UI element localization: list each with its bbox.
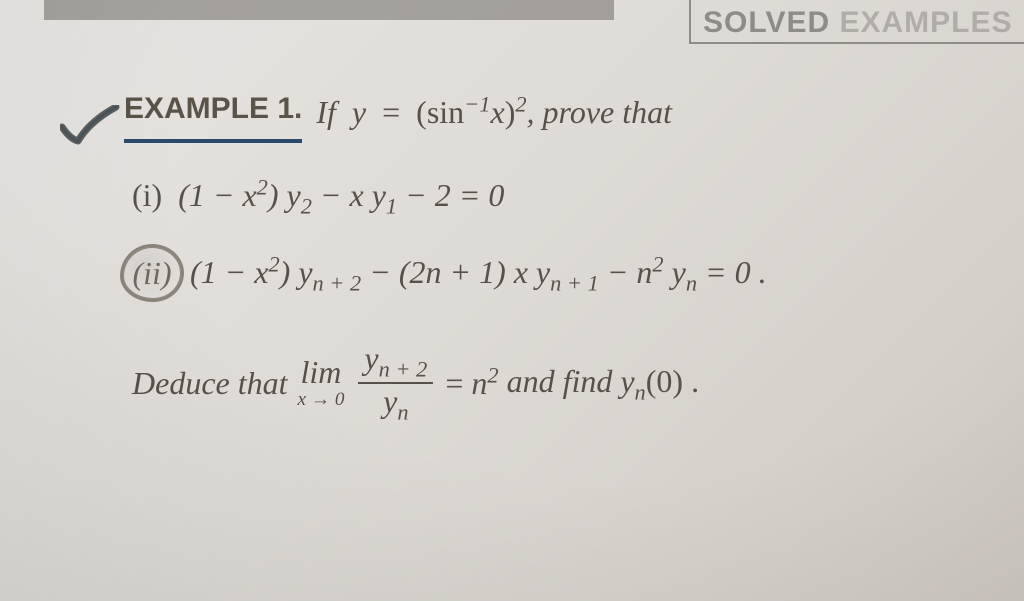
deduce-label: Deduce that	[132, 353, 288, 414]
and-find: and find y	[507, 363, 635, 399]
ii-d: y	[664, 254, 686, 290]
var-y: y	[352, 94, 366, 130]
lim-under: x → 0	[298, 390, 345, 409]
rparen: )	[505, 94, 516, 130]
deduce-equals: =	[445, 353, 463, 414]
num-y: y	[364, 340, 378, 376]
intro-if: If	[316, 94, 336, 130]
ii-pre: (1 − x	[190, 254, 268, 290]
i-mid2: − x y	[312, 177, 386, 213]
ii-tail: = 0 .	[697, 254, 767, 290]
i-expr-pre: (1 − x	[178, 177, 256, 213]
lim-x: x	[298, 389, 307, 410]
ii-a: ) y	[280, 254, 313, 290]
examples-label: EXAMPLES	[839, 6, 1012, 39]
var-x: x	[490, 94, 504, 130]
den-sub: n	[397, 399, 408, 424]
fraction: yn + 2 yn	[358, 341, 433, 425]
item-i-line: (i) (1 − x2) y2 − x y1 − 2 = 0	[132, 165, 984, 228]
page: SOLVED EXAMPLES EXAMPLE 1. If y = (sin−1…	[0, 0, 1024, 601]
exponent-neg1: −1	[464, 92, 490, 117]
find-sub-n: n	[635, 380, 646, 405]
deduce-n-sq: 2	[487, 362, 498, 387]
marker-i: (i)	[132, 177, 162, 213]
solved-examples-header: SOLVED EXAMPLES	[689, 0, 1024, 44]
ii-x-sq: 2	[268, 251, 279, 276]
fraction-num: yn + 2	[358, 341, 433, 382]
marker-ii: (ii)	[132, 243, 172, 304]
fn-sin: sin	[427, 94, 464, 130]
example-label: EXAMPLE 1.	[124, 80, 302, 143]
checkmark-icon	[60, 107, 116, 143]
ii-b: − (2n + 1) x y	[361, 254, 550, 290]
prove-that: , prove that	[527, 94, 672, 130]
i-tail: − 2 = 0	[397, 177, 504, 213]
solved-label: SOLVED	[703, 6, 830, 39]
i-sub-2: 2	[301, 193, 312, 218]
lparen: (	[416, 94, 427, 130]
i-x-sq: 2	[257, 174, 268, 199]
ii-sub-np2: n + 2	[313, 270, 362, 295]
limit-block: lim x → 0	[298, 356, 345, 409]
lim-word: lim	[301, 356, 342, 388]
i-mid1: ) y	[268, 177, 301, 213]
circled-marker-ii: (ii)	[119, 244, 184, 303]
lim-zero: 0	[335, 389, 345, 410]
deduce-n: n	[471, 365, 487, 401]
content-region: EXAMPLE 1. If y = (sin−1x)2, prove that …	[60, 80, 984, 425]
deduce-line: Deduce that lim x → 0 yn + 2 yn =	[132, 341, 984, 425]
num-sub: n + 2	[379, 356, 428, 381]
find-zero: (0) .	[646, 363, 699, 399]
i-sub-1: 1	[386, 193, 397, 218]
fraction-den: yn	[377, 384, 414, 425]
den-y: y	[383, 383, 397, 419]
ii-sub-np1: n + 1	[550, 270, 599, 295]
ii-sub-n: n	[686, 270, 697, 295]
lim-arrow: →	[311, 389, 330, 410]
equals-sign: =	[382, 94, 400, 130]
example-heading-line: EXAMPLE 1. If y = (sin−1x)2, prove that	[60, 80, 984, 143]
ii-c: − n	[599, 254, 653, 290]
item-ii-line: (ii) (1 − x2) yn + 2 − (2n + 1) x yn + 1…	[120, 242, 984, 305]
ii-n-sq: 2	[652, 251, 663, 276]
exponent-2: 2	[515, 92, 526, 117]
top-dark-strip	[44, 0, 614, 20]
